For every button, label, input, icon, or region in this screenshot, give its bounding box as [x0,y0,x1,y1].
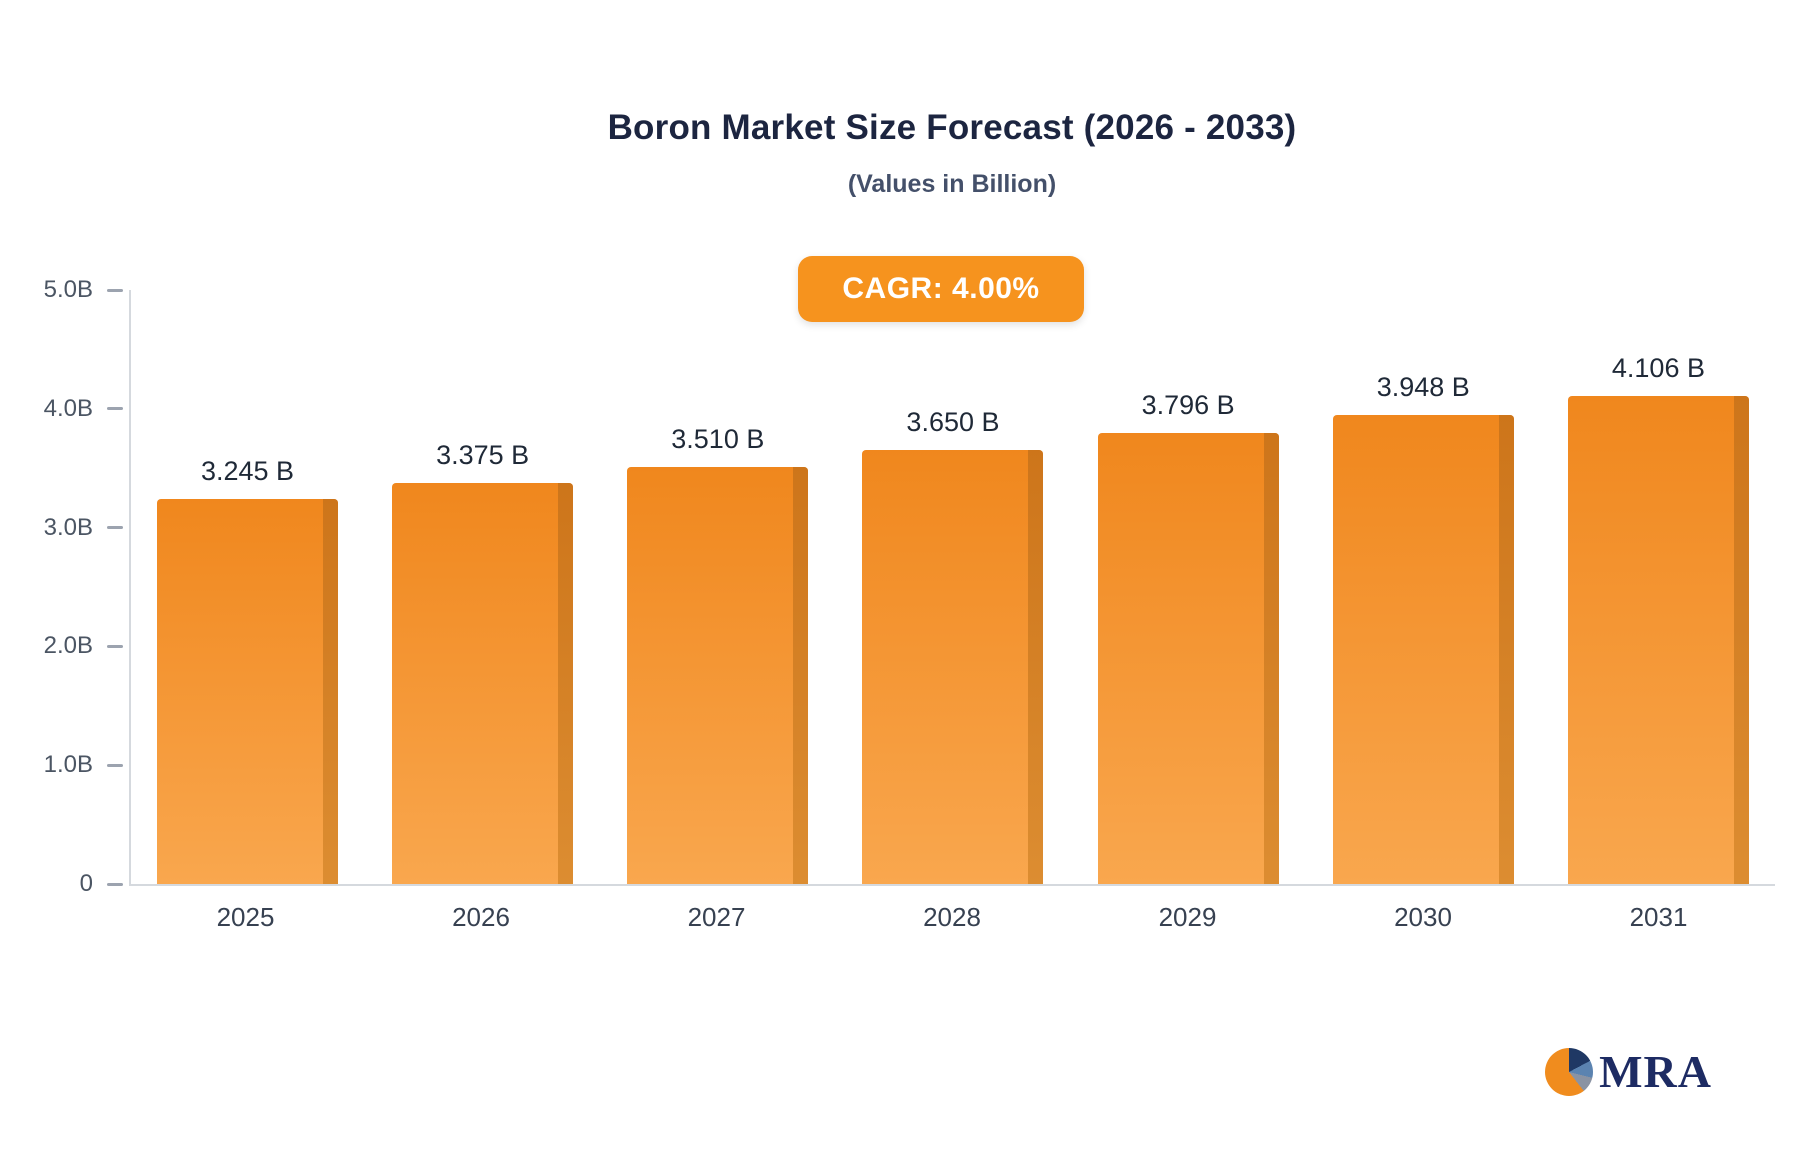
bar-cell: 3.796 B [1097,290,1279,884]
bar [1567,396,1749,884]
brand-logo: MRA [1545,1045,1712,1098]
y-tick-label: 3.0B [43,513,93,541]
bar-value-label: 3.948 B [1376,371,1470,402]
cagr-label: CAGR: 4.00% [842,272,1040,305]
bar-value-label: 4.106 B [1611,353,1705,384]
bars-container: 3.245 B 3.375 B 3.510 B 3.650 B 3.796 B 3.948… [131,290,1775,885]
bar [1097,433,1279,884]
y-tick-label: 2.0B [43,632,93,660]
x-tick-label: 2030 [1394,902,1452,932]
bar [1332,414,1514,885]
y-tick-mark [107,526,123,530]
pie-logo-icon [1545,1047,1594,1096]
cagr-badge: CAGR: 4.00% [798,256,1084,322]
x-tick-label: 2027 [687,902,746,932]
y-tick-mark [107,882,123,886]
x-tick-label: 2028 [923,902,981,932]
x-tick-label: 2029 [1158,902,1217,932]
bar [392,483,574,884]
chart-header: Boron Market Size Forecast (2026 - 2033)… [129,108,1775,199]
plot-area: 0 1.0B 2.0B 3.0B 4.0B 5.0B 3.245 B 3.375 B 3.51… [44,276,1775,897]
chart-subtitle: (Values in Billion) [847,170,1057,198]
brand-name: MRA [1599,1046,1712,1097]
y-tick: 4.0B [31,395,131,423]
bar-value-label: 3.796 B [1141,390,1235,421]
x-tick-label: 2025 [216,902,275,932]
bar-cell: 3.650 B [862,290,1044,884]
x-tick-label: 2026 [452,902,510,932]
bar [157,498,338,884]
bar-value-label: 3.650 B [906,407,1000,438]
bar-cell: 4.106 B [1567,290,1749,884]
bar-cell: 3.948 B [1332,290,1514,885]
y-tick-label: 4.0B [43,394,93,422]
x-tick-cell: 2026 [391,902,572,933]
x-tick-cell: 2030 [1333,902,1514,933]
x-tick-cell: 2027 [626,902,807,933]
bar-value-label: 3.245 B [200,455,295,486]
bar-value-label: 3.375 B [436,440,530,471]
y-tick: 3.0B [31,514,131,542]
y-tick: 0 [31,870,131,898]
y-tick-mark [107,288,123,292]
x-tick-cell: 2031 [1568,902,1749,933]
y-tick-mark [107,407,123,411]
chart-title: Boron Market Size Forecast (2026 - 2033) [607,108,1297,147]
y-tick-label: 5.0B [43,276,93,303]
x-tick-cell: 2028 [862,902,1043,933]
x-tick-cell: 2029 [1097,902,1278,933]
bar-cell: 3.245 B [157,290,338,884]
x-tick-cell: 2025 [155,902,336,933]
bar [627,467,809,884]
bar [862,450,1044,884]
bar-cell: 3.510 B [627,290,809,884]
y-tick: 2.0B [31,632,131,660]
bar-cell: 3.375 B [392,290,574,884]
x-axis-labels: 2025 2026 2027 2028 2029 2030 2031 [129,902,1775,933]
y-tick: 5.0B [31,276,131,304]
y-tick-mark [107,644,123,648]
y-tick: 1.0B [31,751,131,779]
x-tick-label: 2031 [1629,902,1688,932]
y-tick-label: 1.0B [43,751,93,779]
y-tick-label: 0 [79,870,93,897]
y-tick-mark [107,763,123,767]
bar-value-label: 3.510 B [671,424,765,455]
